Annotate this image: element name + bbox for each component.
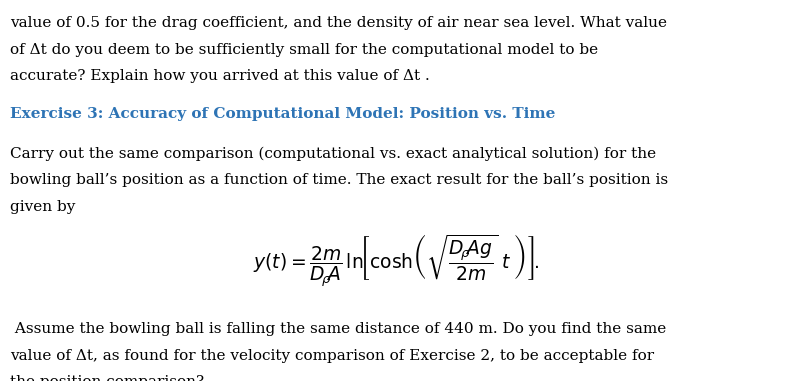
Text: of Δt do you deem to be sufficiently small for the computational model to be: of Δt do you deem to be sufficiently sma… <box>10 43 599 57</box>
Text: given by: given by <box>10 200 75 214</box>
Text: value of 0.5 for the drag coefficient, and the density of air near sea level. Wh: value of 0.5 for the drag coefficient, a… <box>10 16 667 30</box>
Text: accurate? Explain how you arrived at this value of Δt .: accurate? Explain how you arrived at thi… <box>10 69 430 83</box>
Text: value of Δt, as found for the velocity comparison of Exercise 2, to be acceptabl: value of Δt, as found for the velocity c… <box>10 349 654 363</box>
Text: Assume the bowling ball is falling the same distance of 440 m. Do you find the s: Assume the bowling ball is falling the s… <box>10 322 667 336</box>
Text: Exercise 3: Accuracy of Computational Model: Position vs. Time: Exercise 3: Accuracy of Computational Mo… <box>10 107 556 122</box>
Text: the position comparison?: the position comparison? <box>10 375 205 381</box>
Text: $y(t) = \dfrac{2m}{D_{\!\rho}\!A}\,\mathrm{ln}\!\left[\cosh\!\left(\sqrt{\dfrac{: $y(t) = \dfrac{2m}{D_{\!\rho}\!A}\,\math… <box>253 233 540 289</box>
Text: Carry out the same comparison (computational vs. exact analytical solution) for : Carry out the same comparison (computati… <box>10 147 657 161</box>
Text: bowling ball’s position as a function of time. The exact result for the ball’s p: bowling ball’s position as a function of… <box>10 173 668 187</box>
